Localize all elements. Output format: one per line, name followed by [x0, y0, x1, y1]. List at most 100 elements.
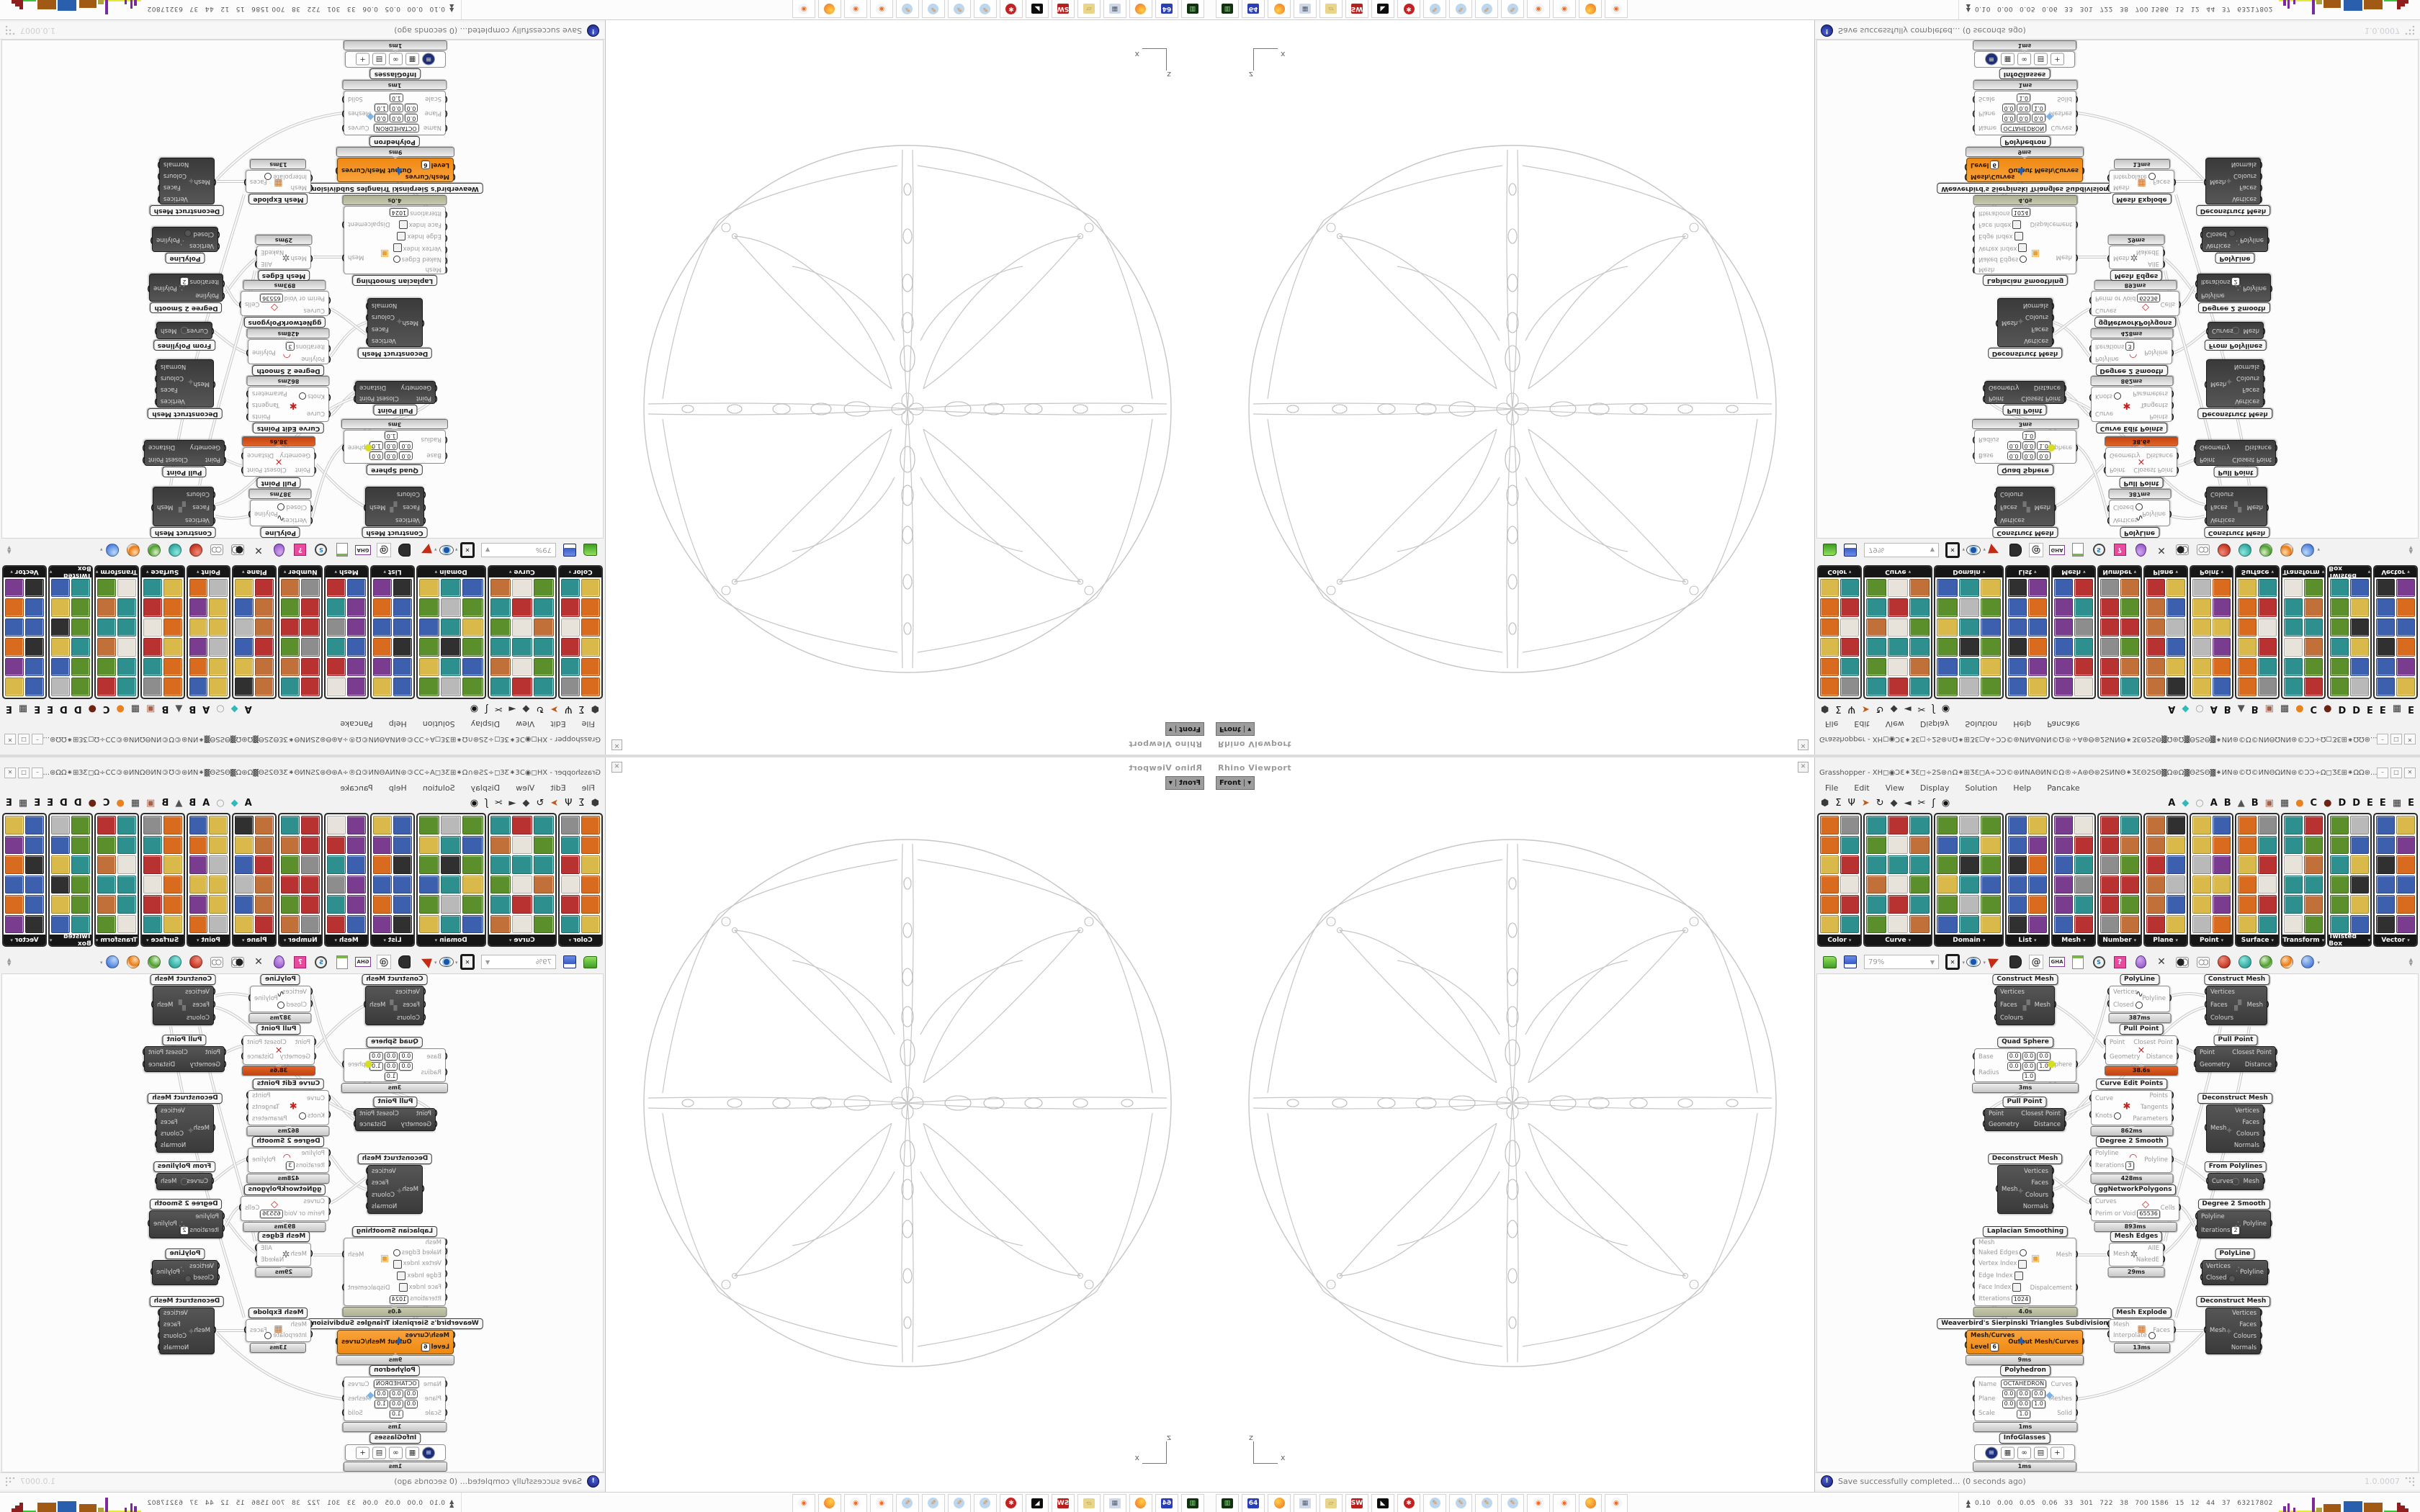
component-icon[interactable] — [1865, 658, 1887, 677]
preview-eye-icon[interactable]: ▾ — [1966, 543, 1986, 557]
tab-a2[interactable]: A — [202, 703, 210, 714]
component-icon[interactable] — [2284, 658, 2303, 677]
menu-file[interactable]: File — [1825, 719, 1839, 729]
value-chip[interactable]: 1.0 — [384, 431, 398, 440]
value-chip[interactable]: 0.0 — [384, 1062, 398, 1071]
tab-hook-icon[interactable]: ʃ — [485, 703, 488, 714]
save-file-icon[interactable] — [1843, 955, 1857, 969]
value-chip[interactable]: 1.0 — [2017, 94, 2031, 102]
component-icon[interactable] — [1980, 875, 2002, 894]
component-icon[interactable] — [1909, 914, 1930, 933]
component-icon[interactable] — [373, 914, 392, 933]
value-chip[interactable]: 2 — [2231, 1226, 2240, 1235]
component-icon[interactable] — [1958, 658, 1979, 677]
component-icon[interactable] — [373, 678, 392, 696]
blender-icon-3[interactable]: ◉ — [1605, 0, 1628, 19]
component-icon[interactable] — [2120, 875, 2139, 894]
component-icon[interactable] — [2008, 835, 2027, 854]
tab-a2[interactable]: A — [202, 798, 210, 809]
component-construct-mesh-1[interactable]: Construct Mesh(Vertices(Faces(Colours) Me… — [362, 487, 428, 538]
tab-b1[interactable]: B — [2223, 798, 2231, 809]
floppy-64-icon[interactable]: 64 — [1155, 0, 1178, 19]
component-icon[interactable] — [347, 618, 367, 637]
paint-app-icon-4[interactable]: ✎ — [1501, 0, 1524, 19]
component-icon[interactable] — [1820, 835, 1839, 854]
component-icon[interactable] — [511, 658, 532, 677]
save-file-icon[interactable] — [563, 955, 577, 969]
component-icon[interactable] — [2192, 914, 2211, 933]
tab-e2[interactable]: E — [34, 798, 41, 809]
tab-spiral-icon[interactable]: ↻ — [1876, 703, 1884, 714]
component-icon[interactable] — [581, 875, 600, 894]
component-icon[interactable] — [1980, 816, 2002, 834]
blender-icon-3[interactable]: ◉ — [792, 1493, 815, 1512]
component-icon[interactable] — [2330, 638, 2349, 657]
component-icon[interactable] — [281, 618, 300, 637]
component-icon[interactable] — [5, 598, 24, 617]
tab-b2[interactable]: B — [2251, 798, 2259, 809]
component-icon[interactable] — [1839, 658, 1859, 677]
component-construct-mesh-1[interactable]: Construct Mesh(Vertices(Faces(Colours) Me… — [1992, 487, 2058, 538]
ball-orange-icon[interactable] — [126, 955, 140, 969]
value-chip[interactable]: 0.0 — [399, 451, 413, 460]
component-icon[interactable] — [71, 579, 90, 598]
component-icon[interactable] — [2028, 875, 2047, 894]
component-icon[interactable] — [462, 678, 483, 696]
palette-label[interactable]: List ▾ — [2007, 935, 2048, 945]
tab-leaf-icon[interactable]: ◆ — [522, 798, 530, 809]
tab-e2[interactable]: E — [34, 703, 41, 714]
component-icon[interactable] — [281, 816, 300, 834]
value-chip[interactable]: 0.0 — [2037, 1052, 2051, 1061]
component-deconstruct-mesh-left[interactable]: Deconstruct Mesh(Mesh) Vertices) Faces) Col… — [1987, 1153, 2063, 1214]
value-chip[interactable]: 0.0 — [389, 104, 403, 112]
tab-spiral-icon[interactable]: ↻ — [536, 798, 544, 809]
component-icon[interactable] — [2258, 638, 2277, 657]
component-icon[interactable] — [2120, 855, 2139, 874]
component-icon[interactable] — [418, 816, 440, 834]
component-construct-mesh-2[interactable]: Construct Mesh(Vertices(Faces(Colours) Me… — [150, 974, 217, 1025]
menu-help[interactable]: Help — [388, 719, 407, 729]
component-icon[interactable] — [281, 875, 300, 894]
component-icon[interactable] — [373, 835, 392, 854]
component-icon[interactable] — [1937, 678, 1958, 696]
value-box[interactable] — [2014, 231, 2023, 240]
component-icon[interactable] — [418, 579, 440, 598]
component-icon[interactable] — [462, 914, 483, 933]
component-icon[interactable] — [1888, 678, 1909, 696]
component-deconstruct-mesh-right1[interactable]: Deconstruct Mesh(Mesh) Vertices) Faces) Col… — [2197, 359, 2272, 419]
component-icon[interactable] — [2074, 855, 2093, 874]
component-icon[interactable] — [2028, 638, 2047, 657]
component-icon[interactable] — [2099, 855, 2119, 874]
component-icon[interactable] — [209, 618, 228, 637]
unknown-package-icon[interactable]: ? — [293, 955, 308, 969]
component-icon[interactable] — [2074, 618, 2093, 637]
component-icon[interactable] — [418, 658, 440, 677]
component-icon[interactable] — [255, 579, 274, 598]
palette-label[interactable]: Point ▾ — [187, 567, 230, 577]
ball-orange-icon[interactable] — [2280, 543, 2294, 557]
tab-b1[interactable]: B — [189, 798, 197, 809]
zoom-select[interactable]: 79% ▼ — [1864, 543, 1939, 557]
component-icon[interactable] — [2258, 816, 2277, 834]
component-polyline-right[interactable]: PolyLine(Vertices(Closed) Polyline ∴ — [2200, 227, 2270, 264]
calculator-icon[interactable]: ▦ — [1294, 0, 1317, 19]
component-icon[interactable] — [462, 638, 483, 657]
component-icon[interactable] — [1937, 855, 1958, 874]
tab-trident-icon[interactable]: Ψ — [1847, 703, 1855, 714]
component-icon[interactable] — [2284, 816, 2303, 834]
cluster-light-icon[interactable] — [2196, 955, 2210, 969]
component-icon[interactable] — [418, 855, 440, 874]
component-construct-mesh-2[interactable]: Construct Mesh(Vertices(Faces(Colours) Me… — [150, 487, 217, 538]
component-icon[interactable] — [2074, 835, 2093, 854]
paint-app-icon-3[interactable]: ✎ — [1475, 1493, 1498, 1512]
tab-hexagon-icon[interactable]: ⬢ — [591, 798, 599, 809]
toggle-dot[interactable] — [2113, 392, 2121, 400]
component-icon[interactable] — [117, 598, 136, 617]
component-icon[interactable] — [117, 875, 136, 894]
palette-label[interactable]: Surface ▾ — [141, 567, 184, 577]
component-icon[interactable] — [1958, 816, 1979, 834]
tab-e3[interactable]: E — [2408, 798, 2414, 809]
component-icon[interactable] — [561, 579, 581, 598]
component-icon[interactable] — [301, 579, 321, 598]
gem-blue-icon[interactable]: ▾ — [100, 543, 120, 557]
